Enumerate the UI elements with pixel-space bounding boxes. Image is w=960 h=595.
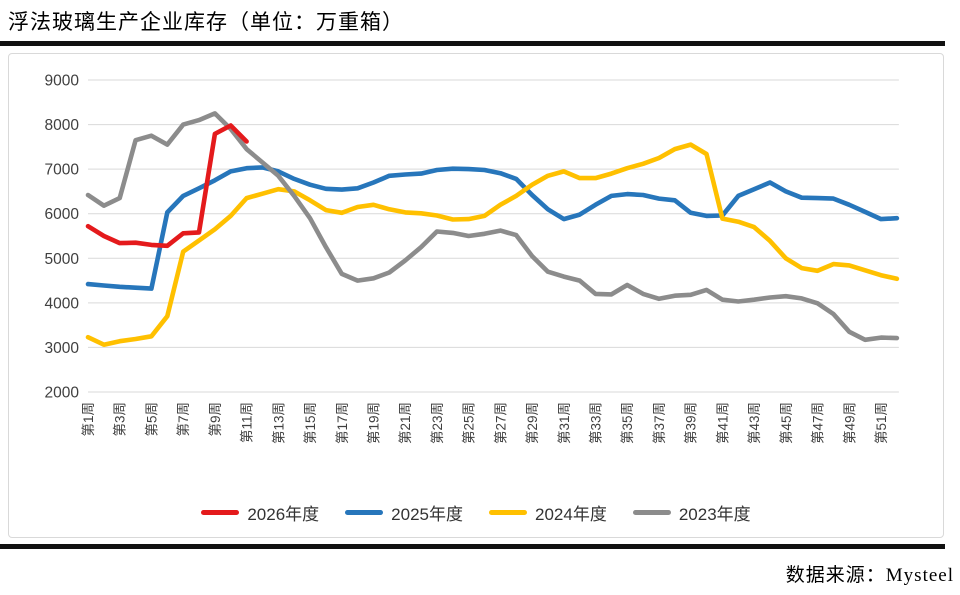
svg-text:第23周: 第23周 <box>429 402 445 444</box>
svg-text:7000: 7000 <box>45 162 80 179</box>
inventory-line-chart: 9000 8000 7000 6000 5000 4000 3000 2000 第1周 第3周 第5… <box>8 53 944 538</box>
svg-text:第27周: 第27周 <box>492 402 508 444</box>
svg-text:第9周: 第9周 <box>207 402 223 437</box>
page-title: 浮法玻璃生产企业库存（单位：万重箱） <box>8 10 404 34</box>
svg-text:6000: 6000 <box>45 206 80 223</box>
svg-text:第45周: 第45周 <box>778 402 794 444</box>
svg-text:第13周: 第13周 <box>270 402 286 444</box>
svg-text:第11周: 第11周 <box>239 402 255 443</box>
legend-label: 2023年度 <box>678 505 751 524</box>
svg-text:第37周: 第37周 <box>651 402 667 444</box>
svg-text:第29周: 第29周 <box>524 402 540 444</box>
svg-text:第39周: 第39周 <box>683 402 699 444</box>
svg-text:4000: 4000 <box>45 295 80 312</box>
svg-text:第21周: 第21周 <box>397 402 413 444</box>
legend-line-swatch <box>632 510 671 515</box>
svg-text:第43周: 第43周 <box>746 402 762 444</box>
svg-text:第47周: 第47周 <box>810 402 826 444</box>
svg-text:第5周: 第5周 <box>143 402 159 437</box>
top-divider-rule <box>0 41 945 46</box>
svg-text:2000: 2000 <box>45 384 80 401</box>
legend-label: 2024年度 <box>535 505 607 524</box>
legend-item-3: 2024年度 <box>489 500 607 525</box>
svg-text:第3周: 第3周 <box>112 402 128 437</box>
legend-line-swatch <box>201 510 240 515</box>
svg-text:第49周: 第49周 <box>841 402 857 444</box>
legend-label: 2025年度 <box>391 505 463 524</box>
svg-text:第15周: 第15周 <box>302 402 318 444</box>
svg-text:第17周: 第17周 <box>334 402 350 444</box>
data-source-note: 数据来源：Mysteel <box>785 565 954 586</box>
legend-line-swatch <box>345 510 384 515</box>
svg-text:第19周: 第19周 <box>365 402 381 444</box>
svg-text:第31周: 第31周 <box>556 402 572 444</box>
legend-item-1: 2026年度 <box>201 500 319 525</box>
bottom-divider-rule <box>0 544 945 549</box>
svg-text:第33周: 第33周 <box>588 402 604 444</box>
svg-text:5000: 5000 <box>45 251 80 268</box>
svg-text:第7周: 第7周 <box>175 402 191 437</box>
svg-text:第51周: 第51周 <box>873 402 889 444</box>
legend-line-swatch <box>489 510 527 515</box>
svg-text:3000: 3000 <box>45 340 80 357</box>
svg-text:第25周: 第25周 <box>461 402 477 444</box>
svg-text:第41周: 第41周 <box>714 402 730 444</box>
legend-label: 2026年度 <box>247 505 320 524</box>
legend-item-4: 2023年度 <box>632 500 751 525</box>
svg-text:8000: 8000 <box>45 117 80 134</box>
svg-text:9000: 9000 <box>45 73 80 90</box>
legend-item-2: 2025年度 <box>345 500 463 525</box>
svg-text:第1周: 第1周 <box>80 402 96 437</box>
svg-text:第35周: 第35周 <box>619 402 635 444</box>
chart-legend: 2026年度 2025年度 2024年度 2023年度 <box>9 500 943 525</box>
